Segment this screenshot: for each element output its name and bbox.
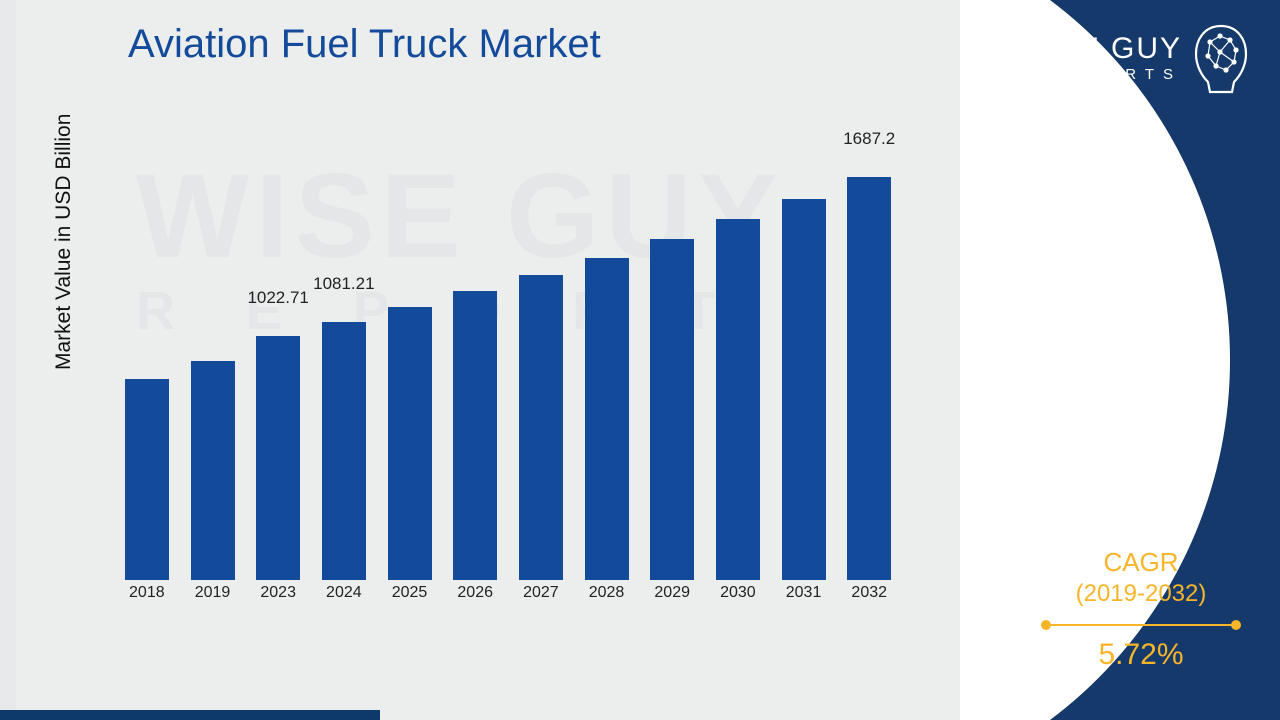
x-tick-label: 2026 [442, 584, 508, 602]
x-tick-label: 2030 [705, 584, 771, 602]
page-root: Aviation Fuel Truck Market WISE GUY R E … [0, 0, 1280, 720]
bar [125, 379, 169, 580]
bottom-accent-bar [0, 710, 380, 720]
bar [519, 275, 563, 580]
bar [650, 239, 694, 580]
x-tick-label: 2019 [180, 584, 246, 602]
bar [716, 219, 760, 580]
bar-slot: 1022.71 [245, 336, 311, 580]
bar [256, 336, 300, 580]
bar-slot [574, 258, 640, 581]
bar-value-label: 1022.71 [247, 288, 308, 312]
cagr-period: (2019-2032) [1036, 580, 1246, 608]
x-tick-label: 2029 [639, 584, 705, 602]
left-edge-strip [0, 0, 16, 720]
x-tick-label: 2031 [771, 584, 837, 602]
brand-logo-text: WISE GUY REPORTS [1016, 33, 1182, 82]
plot-area: 1022.711081.211687.2 [108, 150, 908, 580]
bar-slot [705, 219, 771, 580]
chart-title: Aviation Fuel Truck Market [128, 22, 601, 67]
bar-slot [442, 291, 508, 580]
cagr-separator [1046, 624, 1236, 626]
x-tick-label: 2025 [377, 584, 443, 602]
bar-value-label: 1687.2 [843, 129, 895, 153]
cagr-block: CAGR (2019-2032) 5.72% [1036, 547, 1246, 672]
bar-slot [771, 199, 837, 580]
bar [322, 322, 366, 580]
bar-slot: 1687.2 [836, 177, 902, 580]
bar [585, 258, 629, 581]
x-tick-label: 2018 [114, 584, 180, 602]
bar [191, 361, 235, 580]
cagr-title: CAGR [1036, 547, 1246, 578]
bar [782, 199, 826, 580]
bar-value-label: 1081.21 [313, 274, 374, 298]
bar-slot [377, 307, 443, 580]
bar-slot: 1081.21 [311, 322, 377, 580]
bar-slot [180, 361, 246, 580]
brand-logo-line2: REPORTS [1016, 67, 1182, 83]
bar [388, 307, 432, 580]
x-tick-label: 2027 [508, 584, 574, 602]
bar-slot [639, 239, 705, 580]
right-panel: WISE GUY REPORTS [960, 0, 1280, 720]
x-tick-label: 2032 [836, 584, 902, 602]
brand-logo: WISE GUY REPORTS [992, 22, 1252, 94]
brand-logo-line1: WISE GUY [1016, 33, 1182, 65]
brand-logo-head-icon [1190, 22, 1252, 94]
bars-container: 1022.711081.211687.2 [108, 150, 908, 580]
x-axis: 2018201920232024202520262027202820292030… [108, 584, 908, 602]
x-tick-label: 2023 [245, 584, 311, 602]
x-tick-label: 2028 [574, 584, 640, 602]
bar [453, 291, 497, 580]
cagr-value: 5.72% [1036, 638, 1246, 672]
bar-slot [114, 379, 180, 580]
x-tick-label: 2024 [311, 584, 377, 602]
bar [847, 177, 891, 580]
y-axis-label: Market Value in USD Billion [52, 114, 76, 370]
bar-slot [508, 275, 574, 580]
chart-panel: Aviation Fuel Truck Market WISE GUY R E … [16, 0, 976, 720]
